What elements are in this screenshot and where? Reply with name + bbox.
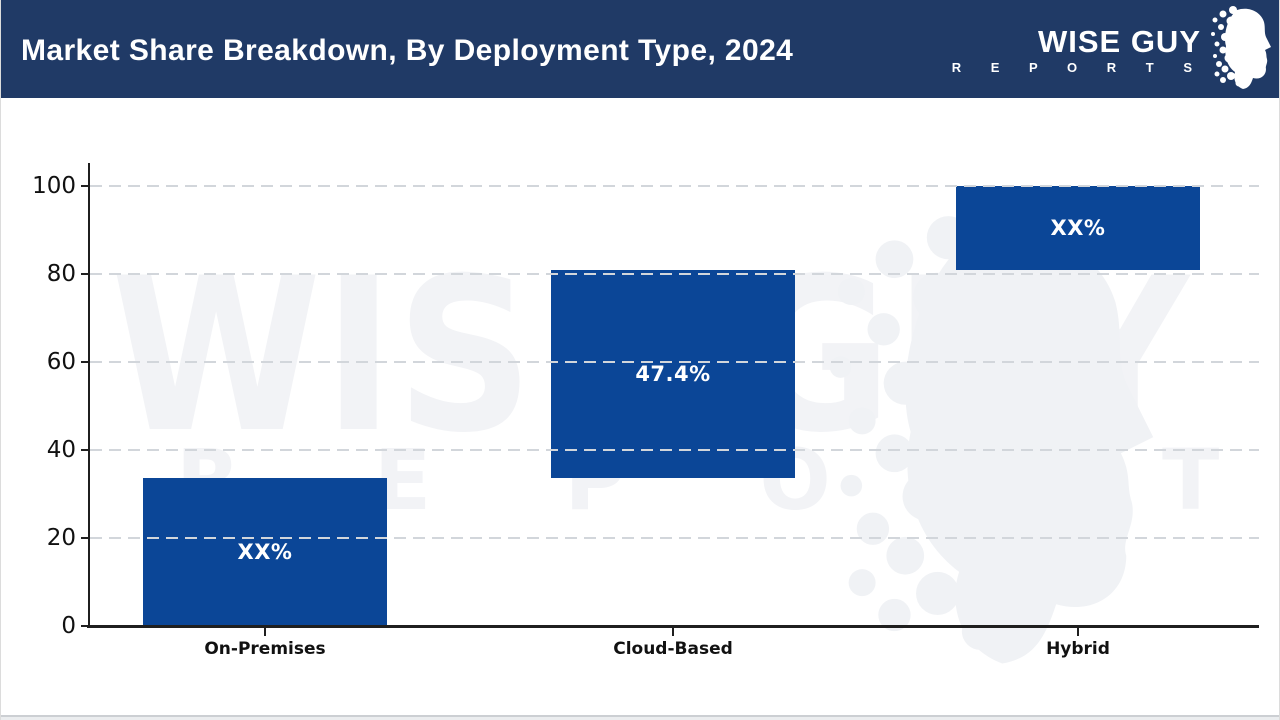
y-tick-60 bbox=[81, 361, 90, 363]
y-tick-80 bbox=[81, 273, 90, 275]
logo-subtext: R E P O R T S bbox=[951, 60, 1205, 75]
y-axis-line bbox=[88, 163, 90, 628]
bottom-border bbox=[1, 715, 1279, 717]
y-tick-label-40: 40 bbox=[46, 437, 76, 463]
x-category-label: Hybrid bbox=[1046, 639, 1110, 659]
y-tick-label-80: 80 bbox=[46, 261, 76, 287]
bar-value-label: XX% bbox=[237, 540, 293, 565]
gridline-80 bbox=[90, 273, 1259, 275]
y-tick-40 bbox=[81, 449, 90, 451]
bar-value-label: 47.4% bbox=[635, 361, 711, 386]
x-tick-2 bbox=[1077, 628, 1079, 636]
bar-on-premises: XX% bbox=[143, 478, 387, 626]
header-band: Market Share Breakdown, By Deployment Ty… bbox=[1, 0, 1279, 98]
x-axis-line bbox=[87, 625, 1259, 628]
gridline-20 bbox=[90, 537, 1259, 539]
gridline-100 bbox=[90, 185, 1259, 187]
y-tick-0 bbox=[81, 625, 90, 627]
y-tick-label-20: 20 bbox=[46, 525, 76, 551]
x-tick-0 bbox=[264, 628, 266, 636]
y-tick-label-0: 0 bbox=[61, 613, 76, 639]
page-title: Market Share Breakdown, By Deployment Ty… bbox=[21, 34, 794, 67]
x-tick-1 bbox=[672, 628, 674, 636]
wiseguy-face-watermark-icon bbox=[829, 216, 1154, 664]
wiseguy-face-icon bbox=[1211, 6, 1271, 89]
wiseguy-logo: WISE GUY R E P O R T S bbox=[952, 0, 1271, 98]
gridline-40 bbox=[90, 449, 1259, 451]
x-category-label: Cloud-Based bbox=[613, 639, 733, 659]
y-tick-label-60: 60 bbox=[46, 349, 76, 375]
gridline-60 bbox=[90, 361, 1259, 363]
y-tick-label-100: 100 bbox=[32, 173, 76, 199]
bar-hybrid: XX% bbox=[956, 186, 1200, 270]
bar-cloud-based: 47.4% bbox=[551, 269, 795, 479]
y-tick-20 bbox=[81, 537, 90, 539]
logo-wordmark: WISE GUY bbox=[1037, 24, 1201, 59]
bottom-edge bbox=[1, 717, 1279, 720]
bar-value-label: XX% bbox=[1050, 215, 1106, 240]
x-category-label: On-Premises bbox=[204, 639, 326, 659]
y-tick-100 bbox=[81, 185, 90, 187]
